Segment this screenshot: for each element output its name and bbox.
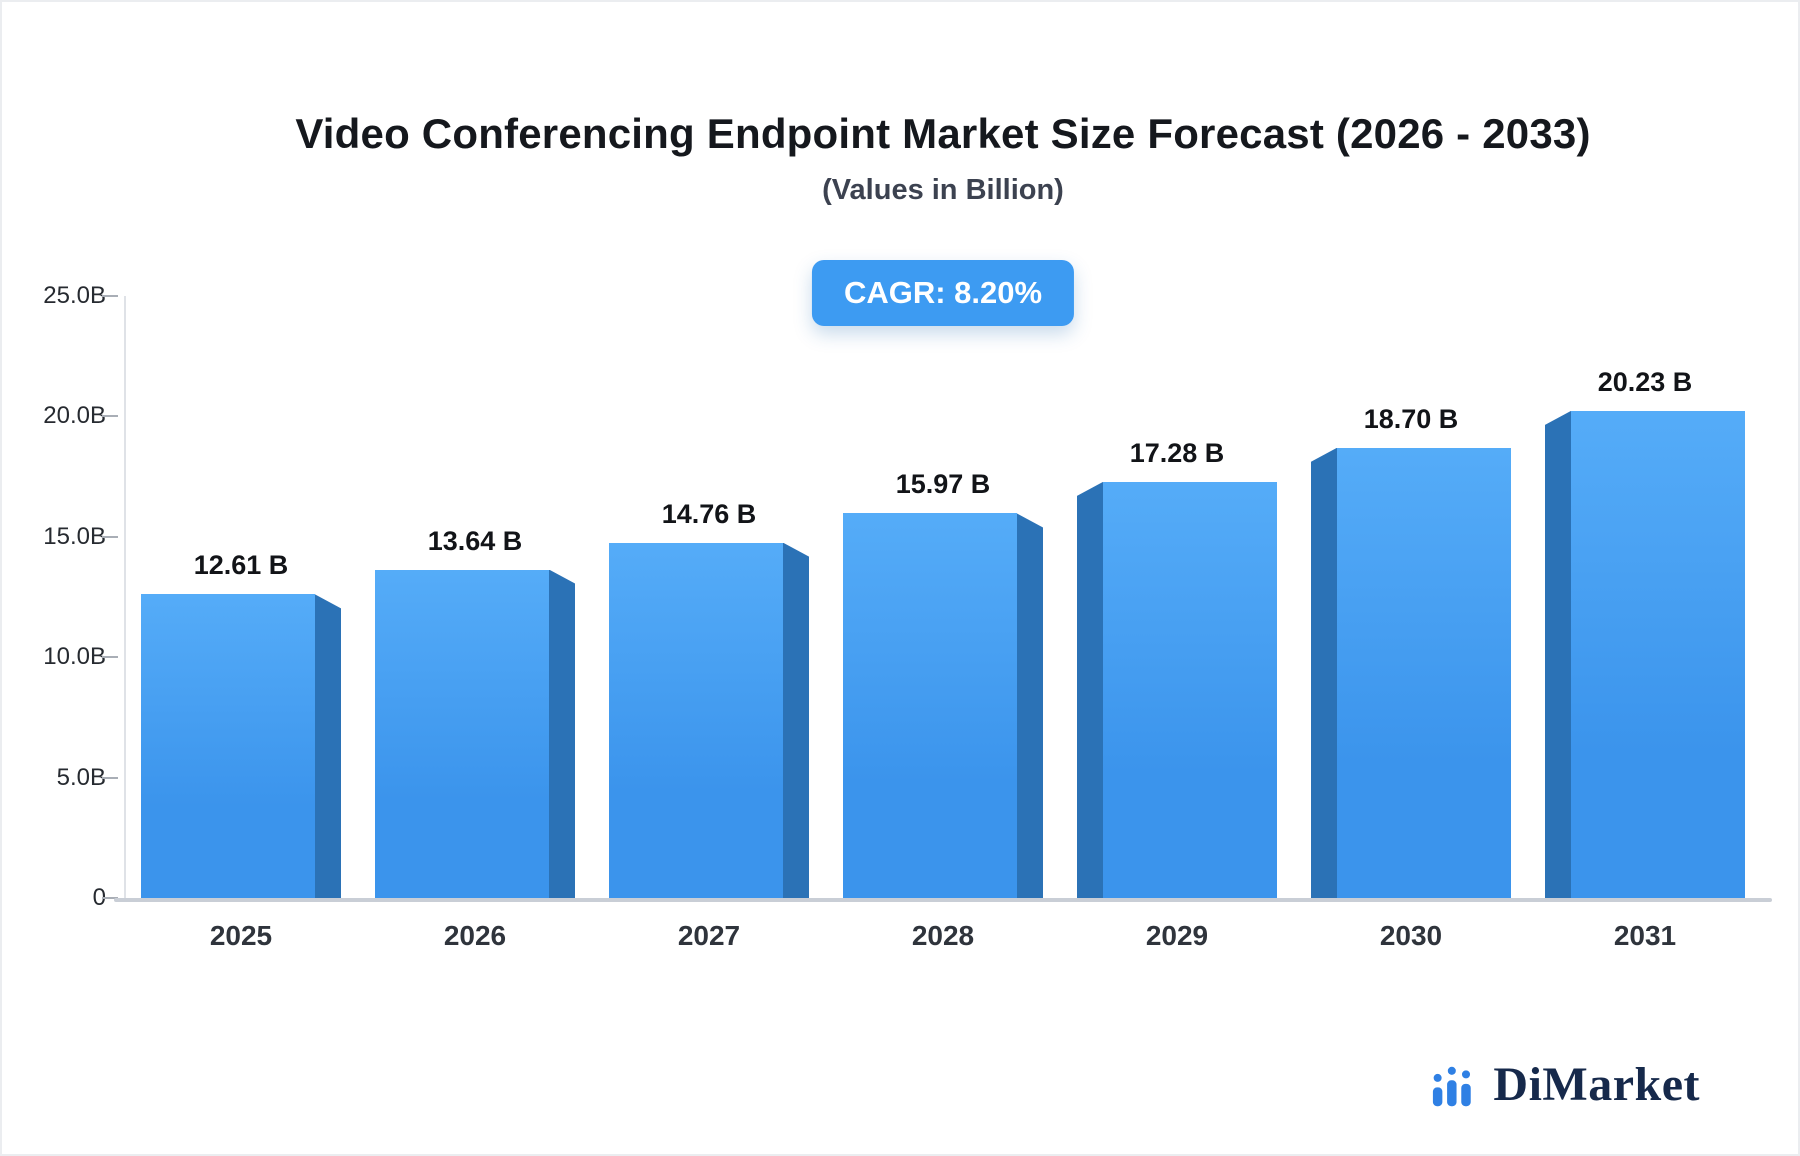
bar-face bbox=[1571, 410, 1745, 898]
bar-2031 bbox=[1545, 410, 1745, 898]
bar-face bbox=[843, 513, 1017, 898]
bar-face bbox=[1103, 481, 1277, 898]
x-axis-line bbox=[114, 898, 1772, 902]
y-axis-tick bbox=[102, 656, 118, 659]
y-axis-label: 0 bbox=[92, 884, 106, 911]
x-axis-label-2029: 2029 bbox=[1145, 920, 1209, 951]
bar-side-shadow bbox=[783, 542, 809, 898]
logo-text: DiMarket bbox=[1493, 1058, 1700, 1111]
y-axis-tick bbox=[102, 897, 118, 899]
y-axis-line bbox=[124, 296, 126, 898]
bar-value-label: 18.70 B bbox=[1363, 403, 1459, 434]
bar-side-shadow bbox=[1311, 447, 1337, 898]
bar-chart-icon bbox=[1433, 1066, 1472, 1106]
x-axis-label-2027: 2027 bbox=[677, 920, 741, 951]
bar-face bbox=[375, 569, 549, 898]
bar-2028 bbox=[843, 513, 1043, 898]
bar-value-label: 15.97 B bbox=[895, 469, 991, 500]
chart-title: Video Conferencing Endpoint Market Size … bbox=[295, 110, 1591, 157]
y-axis-label: 10.0B bbox=[43, 643, 106, 671]
bar-side-shadow bbox=[1017, 513, 1043, 898]
y-axis-tick bbox=[102, 776, 118, 779]
cagr-badge: CAGR: 8.20% bbox=[811, 260, 1075, 326]
bar-side-shadow bbox=[1545, 410, 1571, 898]
chart-header: Video Conferencing Endpoint Market Size … bbox=[295, 110, 1590, 207]
bar-2029 bbox=[1077, 481, 1277, 898]
y-axis-tick bbox=[102, 535, 118, 538]
bar-face bbox=[141, 594, 315, 898]
bar-value-label: 17.28 B bbox=[1129, 437, 1225, 468]
bar-face bbox=[1337, 447, 1511, 898]
bar-side-shadow bbox=[549, 569, 575, 898]
bar-face bbox=[609, 542, 783, 898]
bar-value-label: 12.61 B bbox=[193, 550, 289, 581]
y-axis-label: 5.0B bbox=[56, 763, 106, 791]
bar-value-label: 13.64 B bbox=[427, 525, 523, 556]
x-axis-label-2031: 2031 bbox=[1613, 920, 1677, 951]
bar-side-shadow bbox=[315, 594, 341, 898]
x-axis-label-2028: 2028 bbox=[911, 920, 975, 951]
bar-2030 bbox=[1311, 447, 1511, 898]
y-axis-label: 15.0B bbox=[43, 522, 106, 550]
bar-2026 bbox=[375, 569, 575, 898]
x-axis-label-2030: 2030 bbox=[1379, 920, 1443, 951]
dimarket-logo: DiMarket bbox=[1427, 1057, 1700, 1112]
bar-value-label: 20.23 B bbox=[1597, 366, 1693, 397]
y-axis-tick bbox=[102, 295, 118, 297]
bar-2025 bbox=[141, 594, 341, 898]
x-axis-label-2026: 2026 bbox=[443, 920, 507, 951]
y-axis-label: 25.0B bbox=[43, 282, 106, 309]
chart-subtitle: (Values in Billion) bbox=[822, 174, 1064, 206]
bar-value-label: 14.76 B bbox=[661, 498, 757, 529]
y-axis-tick bbox=[102, 415, 118, 418]
y-axis-label: 20.0B bbox=[43, 402, 106, 430]
bar-side-shadow bbox=[1077, 481, 1103, 898]
x-axis-label-2025: 2025 bbox=[209, 920, 273, 951]
bar-2027 bbox=[609, 542, 809, 898]
